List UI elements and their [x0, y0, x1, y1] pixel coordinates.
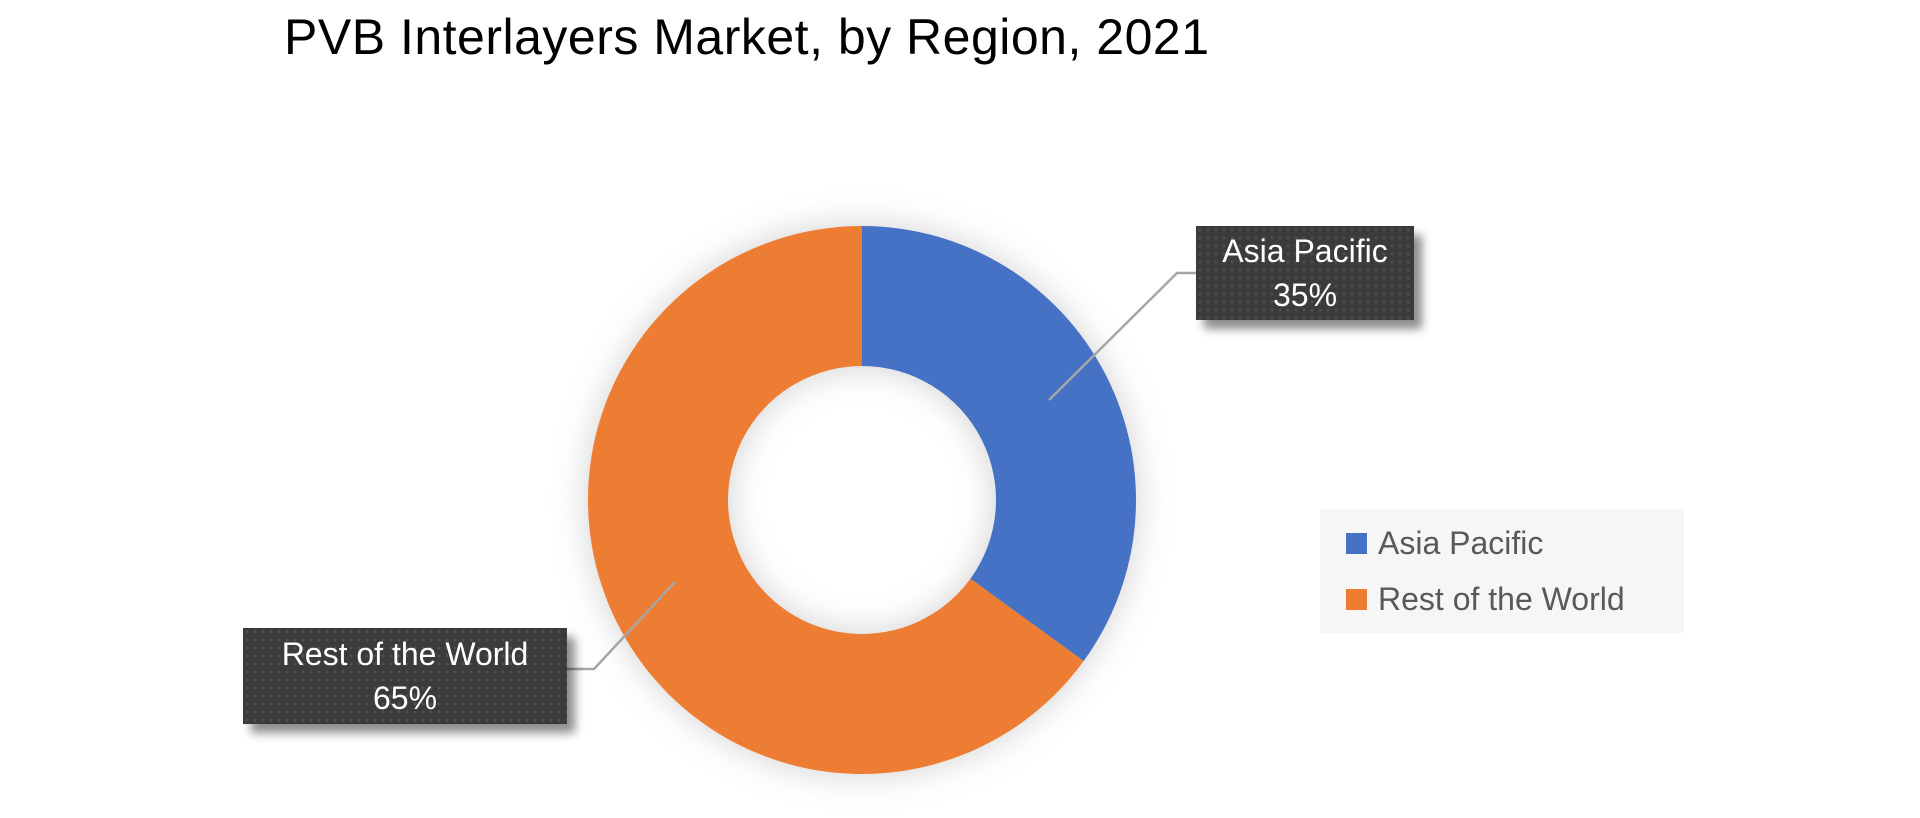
- legend-marker-rest-of-world: [1346, 588, 1367, 610]
- donut-slices-group: [587, 226, 1136, 775]
- chart-title: PVB Interlayers Market, by Region, 2021: [284, 9, 1210, 65]
- donut-segment-asia-pacific: [862, 226, 1136, 662]
- data-label-rest-of-world: Rest of the World 65%: [243, 628, 567, 724]
- donut-segment-rest-of-the-world: [587, 226, 1084, 775]
- legend-item-rest-of-world: Rest of the World: [1346, 581, 1684, 618]
- data-label-asia-pacific-name: Asia Pacific: [1222, 232, 1388, 269]
- legend-label-asia-pacific: Asia Pacific: [1378, 524, 1544, 561]
- legend-item-asia-pacific: Asia Pacific: [1346, 525, 1684, 562]
- data-label-rest-of-world-name: Rest of the World: [281, 635, 529, 672]
- data-label-asia-pacific: Asia Pacific 35%: [1196, 226, 1414, 320]
- data-label-rest-of-world-value: 65%: [372, 680, 438, 716]
- leader-line-asia-pacific: [1048, 271, 1196, 401]
- chart-legend: Asia Pacific Rest of the World: [1320, 509, 1684, 633]
- legend-marker-asia-pacific: [1346, 532, 1367, 554]
- legend-label-rest-of-world: Rest of the World: [1378, 580, 1625, 617]
- data-label-asia-pacific-value: 35%: [1272, 277, 1338, 313]
- leader-line-rest-of-world: [567, 581, 676, 671]
